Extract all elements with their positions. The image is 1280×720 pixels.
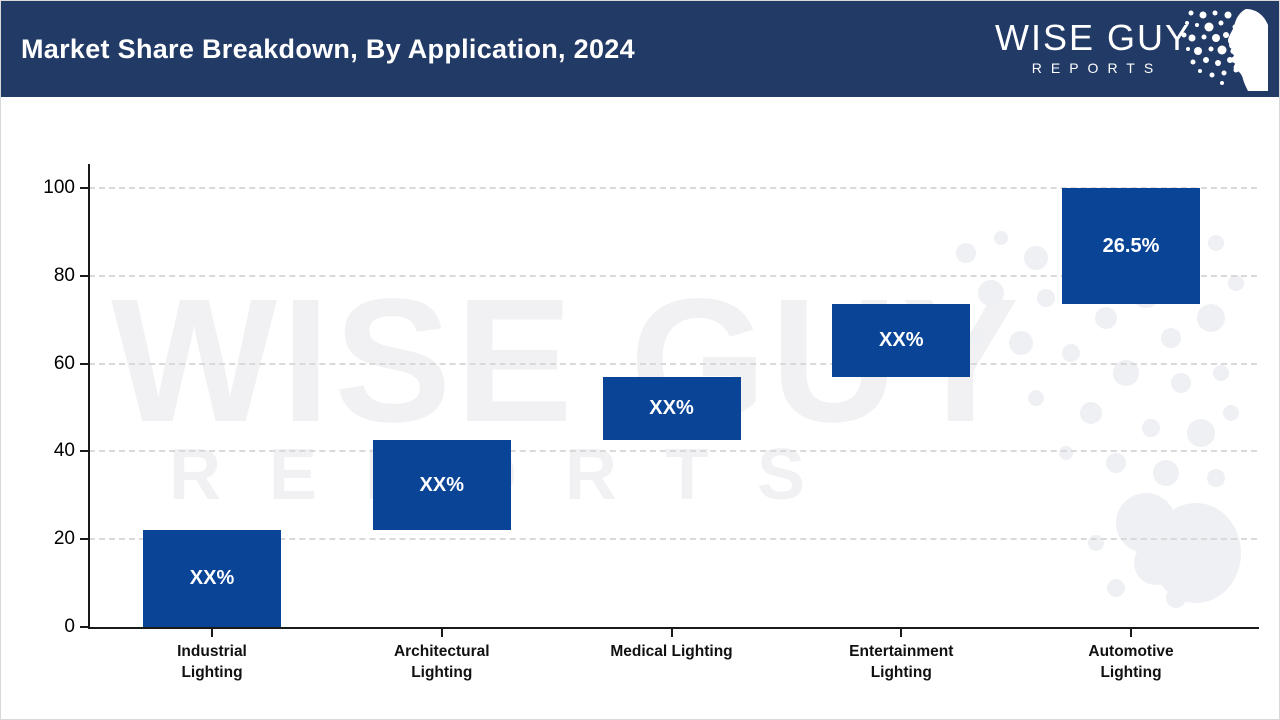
x-category-label: Industrial Lighting [177, 643, 247, 681]
y-tick-mark [80, 450, 89, 453]
bar-value-label: 26.5% [1102, 234, 1160, 257]
logo-subtitle: REPORTS [1031, 60, 1163, 76]
x-tick-mark [440, 629, 443, 637]
plot-area: WISE GUY REPORTS 0 20 40 60 80 100 XX% Industri… [1, 97, 1279, 719]
y-tick-label: 40 [53, 440, 75, 462]
y-tick-mark [80, 274, 89, 277]
x-category-label: Architectural Lighting [393, 643, 490, 681]
brand-logo: WISE GUY REPORTS [995, 5, 1269, 91]
bar: XX% [832, 304, 971, 377]
logo-wordmark: WISE GUY [994, 17, 1191, 58]
bar: XX% [143, 530, 281, 627]
gridline [89, 187, 1257, 189]
x-category-label: Entertainment Lighting [849, 643, 954, 681]
y-tick-mark [80, 362, 89, 365]
page-title: Market Share Breakdown, By Application, … [21, 33, 635, 64]
x-tick-mark [1130, 629, 1132, 637]
bar-value-label: XX% [649, 397, 694, 420]
bar: 26.5% [1062, 188, 1200, 305]
y-tick-label: 0 [64, 616, 75, 637]
x-tick-mark [900, 629, 903, 637]
x-category-label: Medical Lighting [610, 643, 733, 660]
bar: XX% [602, 376, 741, 441]
y-tick-mark [80, 538, 89, 541]
y-axis [88, 164, 90, 629]
y-tick-label: 80 [53, 264, 75, 286]
gridline [89, 274, 1257, 277]
y-tick-mark [80, 626, 89, 628]
header: Market Share Breakdown, By Application, … [1, 1, 1279, 97]
x-tick-mark [211, 629, 213, 637]
x-category-label: Automotive Lighting [1088, 643, 1174, 681]
y-tick-label: 100 [43, 177, 75, 198]
logo-head-icon [1181, 9, 1268, 91]
bar-value-label: XX% [189, 567, 235, 590]
bar: XX% [372, 440, 511, 531]
y-tick-mark [80, 187, 89, 189]
gridline [89, 450, 1257, 453]
y-tick-label: 60 [53, 352, 75, 374]
y-tick-label: 20 [53, 528, 75, 550]
bar-value-label: XX% [879, 329, 924, 352]
gridline [89, 362, 1257, 365]
bar-value-label: XX% [419, 473, 464, 496]
x-axis [88, 627, 1259, 629]
x-tick-mark [670, 629, 673, 637]
gridline [89, 538, 1257, 541]
